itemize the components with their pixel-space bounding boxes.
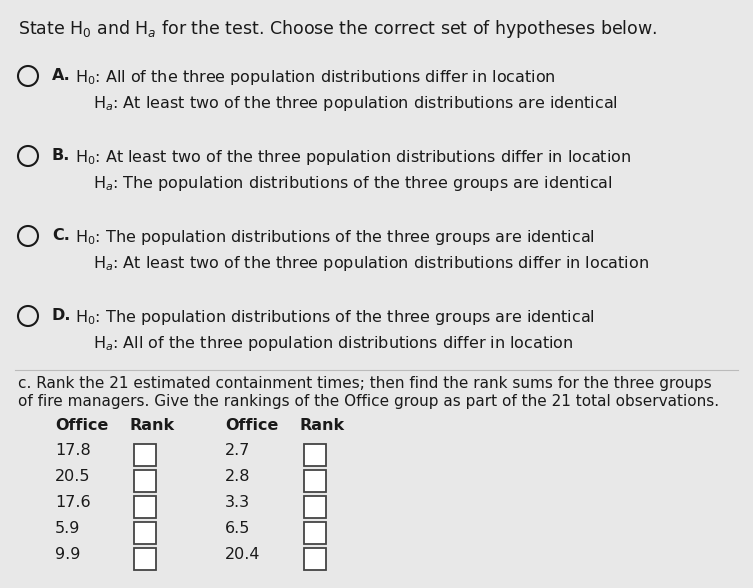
Text: H$_a$: All of the three population distributions differ in location: H$_a$: All of the three population distr… [93, 334, 574, 353]
Text: 20.5: 20.5 [55, 469, 90, 484]
FancyBboxPatch shape [134, 470, 156, 492]
Text: 5.9: 5.9 [55, 521, 81, 536]
Text: D.: D. [52, 308, 72, 323]
Text: 17.8: 17.8 [55, 443, 91, 458]
Text: Rank: Rank [300, 418, 345, 433]
Text: H$_0$: The population distributions of the three groups are identical: H$_0$: The population distributions of t… [75, 228, 595, 247]
FancyBboxPatch shape [304, 470, 326, 492]
Text: Rank: Rank [130, 418, 175, 433]
Text: Office: Office [55, 418, 108, 433]
Text: 3.3: 3.3 [225, 495, 250, 510]
Text: H$_0$: The population distributions of the three groups are identical: H$_0$: The population distributions of t… [75, 308, 595, 327]
Text: H$_a$: At least two of the three population distributions differ in location: H$_a$: At least two of the three populat… [93, 254, 649, 273]
Text: A.: A. [52, 68, 71, 83]
Text: of fire managers. Give the rankings of the Office group as part of the 21 total : of fire managers. Give the rankings of t… [18, 394, 719, 409]
FancyBboxPatch shape [134, 444, 156, 466]
Text: B.: B. [52, 148, 70, 163]
Text: 6.5: 6.5 [225, 521, 251, 536]
Text: H$_a$: The population distributions of the three groups are identical: H$_a$: The population distributions of t… [93, 174, 613, 193]
FancyBboxPatch shape [134, 496, 156, 518]
Text: 17.6: 17.6 [55, 495, 90, 510]
Text: H$_a$: At least two of the three population distributions are identical: H$_a$: At least two of the three populat… [93, 94, 618, 113]
Text: c. Rank the 21 estimated containment times; then find the rank sums for the thre: c. Rank the 21 estimated containment tim… [18, 376, 712, 391]
FancyBboxPatch shape [134, 522, 156, 544]
Text: Office: Office [225, 418, 279, 433]
FancyBboxPatch shape [134, 548, 156, 570]
FancyBboxPatch shape [304, 496, 326, 518]
Text: 9.9: 9.9 [55, 547, 81, 562]
Text: 2.7: 2.7 [225, 443, 251, 458]
Text: State H$_0$ and H$_a$ for the test. Choose the correct set of hypotheses below.: State H$_0$ and H$_a$ for the test. Choo… [18, 18, 657, 40]
FancyBboxPatch shape [304, 548, 326, 570]
FancyBboxPatch shape [304, 444, 326, 466]
Text: 2.8: 2.8 [225, 469, 251, 484]
Text: C.: C. [52, 228, 70, 243]
FancyBboxPatch shape [304, 522, 326, 544]
Text: H$_0$: All of the three population distributions differ in location: H$_0$: All of the three population distr… [75, 68, 556, 87]
Text: H$_0$: At least two of the three population distributions differ in location: H$_0$: At least two of the three populat… [75, 148, 631, 167]
Text: 20.4: 20.4 [225, 547, 261, 562]
